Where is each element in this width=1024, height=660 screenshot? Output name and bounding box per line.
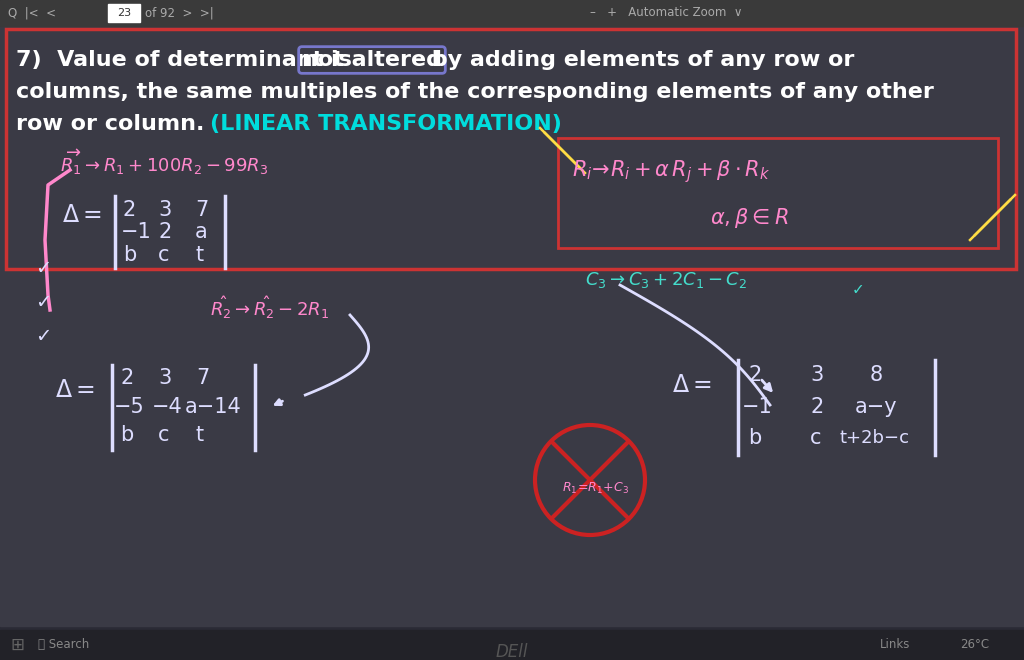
Text: $\mathit{R_i \!\rightarrow\! R_i + \alpha\, R_j + \beta \cdot R_k}$: $\mathit{R_i \!\rightarrow\! R_i + \alph…	[572, 158, 770, 185]
Text: t: t	[196, 425, 204, 445]
Text: c: c	[810, 428, 821, 448]
Text: t+2b−c: t+2b−c	[840, 429, 910, 447]
Text: 2: 2	[158, 222, 171, 242]
Text: $\Delta =$: $\Delta =$	[672, 373, 712, 397]
Text: −5: −5	[114, 397, 144, 417]
Text: 23: 23	[117, 8, 131, 18]
Text: −1: −1	[121, 222, 152, 242]
Text: columns, the same multiples of the corresponding elements of any other: columns, the same multiples of the corre…	[16, 82, 934, 102]
Bar	[6, 29, 1016, 269]
Text: –   +   Automatic Zoom  ∨: – + Automatic Zoom ∨	[590, 7, 742, 20]
Text: of 92  >  >|: of 92 > >|	[145, 7, 214, 20]
Bar	[0, 0, 1024, 26]
Text: c: c	[158, 245, 170, 265]
Text: b: b	[748, 428, 761, 448]
Text: $\Delta =$: $\Delta =$	[55, 378, 95, 402]
Text: 3: 3	[158, 200, 171, 220]
Text: 26°C: 26°C	[961, 638, 989, 651]
Text: 8: 8	[870, 365, 883, 385]
Text: 7)  Value of determinant is: 7) Value of determinant is	[16, 50, 359, 70]
Text: −1: −1	[742, 397, 773, 417]
Text: $\Delta =$: $\Delta =$	[62, 203, 102, 227]
Text: $\overrightarrow{R_1} \rightarrow R_1 + 100R_2 - 99R_3$: $\overrightarrow{R_1} \rightarrow R_1 + …	[60, 147, 268, 177]
Text: $C_3 \rightarrow C_3 + 2C_1 - C_2$: $C_3 \rightarrow C_3 + 2C_1 - C_2$	[585, 270, 748, 290]
Text: (LINEAR TRANSFORMATION): (LINEAR TRANSFORMATION)	[210, 114, 562, 134]
Bar	[0, 630, 1024, 660]
Text: ✓: ✓	[852, 282, 864, 298]
Text: not altered: not altered	[302, 50, 442, 70]
Bar	[108, 4, 140, 22]
Text: 7: 7	[196, 368, 209, 388]
Text: 7: 7	[195, 200, 208, 220]
Text: 3: 3	[810, 365, 823, 385]
Text: 2: 2	[810, 397, 823, 417]
Text: ✓: ✓	[35, 327, 51, 345]
Text: DЕll: DЕll	[496, 643, 528, 660]
Text: ✓: ✓	[35, 292, 51, 312]
Text: c: c	[158, 425, 170, 445]
Text: −4: −4	[152, 397, 182, 417]
Text: ✓: ✓	[35, 259, 51, 277]
Text: $R_1\!=\!R_1\!+\!C_3$: $R_1\!=\!R_1\!+\!C_3$	[562, 480, 630, 496]
Text: 🔍 Search: 🔍 Search	[38, 638, 89, 651]
Text: by adding elements of any row or: by adding elements of any row or	[424, 50, 854, 70]
Text: ⊞: ⊞	[10, 636, 24, 654]
Text: b: b	[120, 425, 133, 445]
Text: 2: 2	[748, 365, 761, 385]
Text: $\hat{R_2} \rightarrow \hat{R_2} - 2R_1$: $\hat{R_2} \rightarrow \hat{R_2} - 2R_1$	[210, 294, 329, 321]
Text: Links: Links	[880, 638, 910, 651]
Text: a: a	[195, 222, 208, 242]
Text: t: t	[195, 245, 203, 265]
Text: $\mathit{\alpha, \beta \in R}$: $\mathit{\alpha, \beta \in R}$	[710, 206, 788, 230]
Text: b: b	[123, 245, 136, 265]
Text: 2: 2	[120, 368, 133, 388]
Text: 2: 2	[123, 200, 136, 220]
Text: row or column.: row or column.	[16, 114, 205, 134]
Text: 3: 3	[158, 368, 171, 388]
Text: a−14: a−14	[185, 397, 242, 417]
Text: a−y: a−y	[855, 397, 898, 417]
Text: Q  |<  <: Q |< <	[8, 7, 56, 20]
Bar	[558, 138, 998, 248]
